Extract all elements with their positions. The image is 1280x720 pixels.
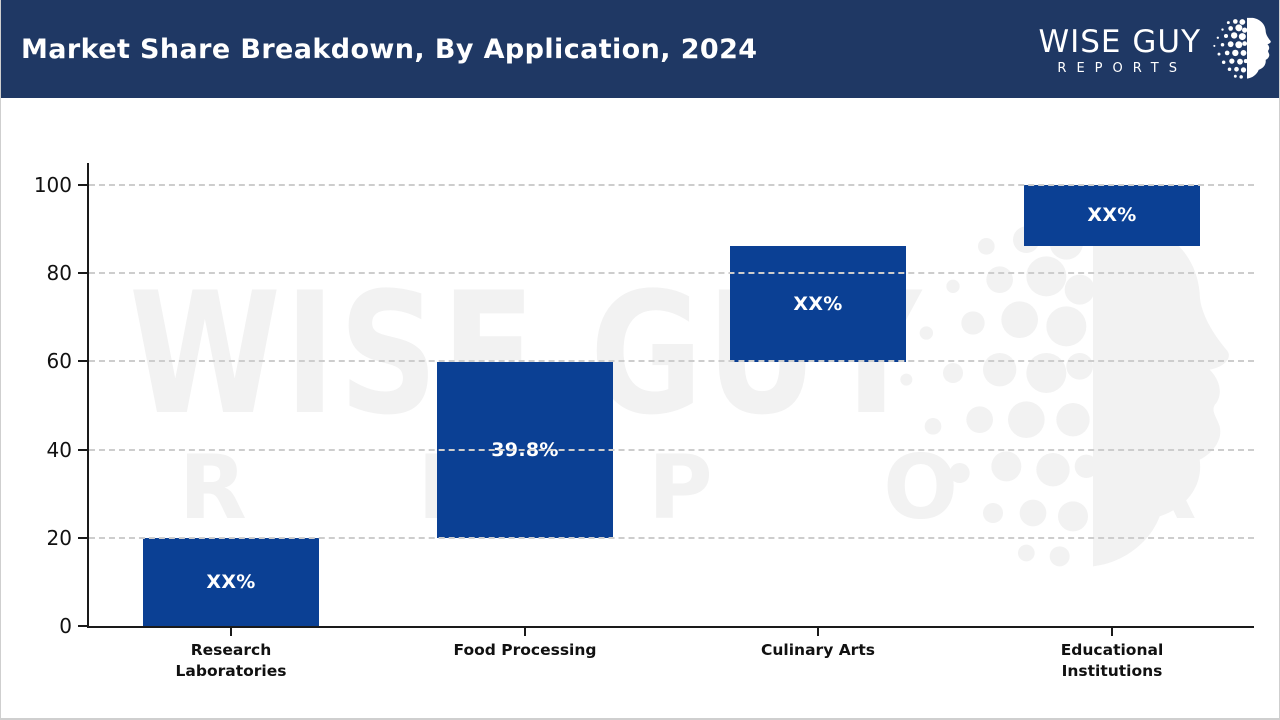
brand-logo-text: WISE GUY REPORTS [1038, 25, 1201, 76]
x-axis [87, 626, 1254, 628]
bar-culinary-arts: XX% [730, 245, 906, 363]
y-tick-100 [78, 184, 87, 186]
brand-logo: WISE GUY REPORTS [1038, 6, 1275, 94]
category-label-line: Research [190, 641, 272, 659]
y-axis [87, 163, 89, 628]
brand-subname: REPORTS [1057, 60, 1188, 76]
category-label-3: Culinary Arts [698, 640, 938, 661]
y-tick-60 [78, 360, 87, 363]
y-tick-label-20: 20 [46, 525, 72, 550]
y-tick-0 [78, 625, 87, 627]
y-tick-20 [78, 536, 87, 539]
bar-value-label: XX% [206, 570, 256, 593]
x-tick-1 [230, 628, 232, 636]
bar-educational-institutions: XX% [1024, 185, 1200, 246]
y-tick-label-40: 40 [46, 437, 72, 462]
y-tick-40 [78, 448, 87, 451]
chart-title: Market Share Breakdown, By Application, … [21, 33, 758, 65]
category-label-line: Institutions [1061, 662, 1163, 680]
gridline-20 [89, 536, 1254, 539]
y-tick-label-80: 80 [46, 261, 72, 286]
x-tick-3 [817, 628, 819, 636]
brand-name: WISE GUY [1038, 23, 1201, 60]
gridline-40 [89, 448, 1254, 451]
gridline-60 [89, 360, 1254, 363]
category-label-line: Food Processing [453, 641, 597, 659]
category-label-line: Educational [1060, 641, 1164, 659]
gridline-100 [89, 184, 1254, 186]
category-label-1: Research Laboratories [111, 640, 351, 682]
header-bar: Market Share Breakdown, By Application, … [1, 0, 1279, 98]
category-label-4: Educational Institutions [992, 640, 1232, 682]
y-tick-label-60: 60 [46, 349, 72, 374]
y-tick-label-0: 0 [59, 614, 72, 638]
x-tick-2 [524, 628, 526, 636]
y-tick-label-100: 100 [33, 173, 72, 197]
bar-value-label: XX% [1087, 204, 1137, 227]
y-tick-80 [78, 272, 87, 275]
gridline-80 [89, 272, 1254, 275]
bar-value-label: XX% [793, 293, 843, 316]
bar-research-laboratories: XX% [143, 537, 319, 626]
category-label-line: Laboratories [175, 662, 287, 680]
category-label-line: Culinary Arts [761, 641, 875, 659]
x-tick-4 [1111, 628, 1113, 636]
category-label-2: Food Processing [405, 640, 645, 661]
